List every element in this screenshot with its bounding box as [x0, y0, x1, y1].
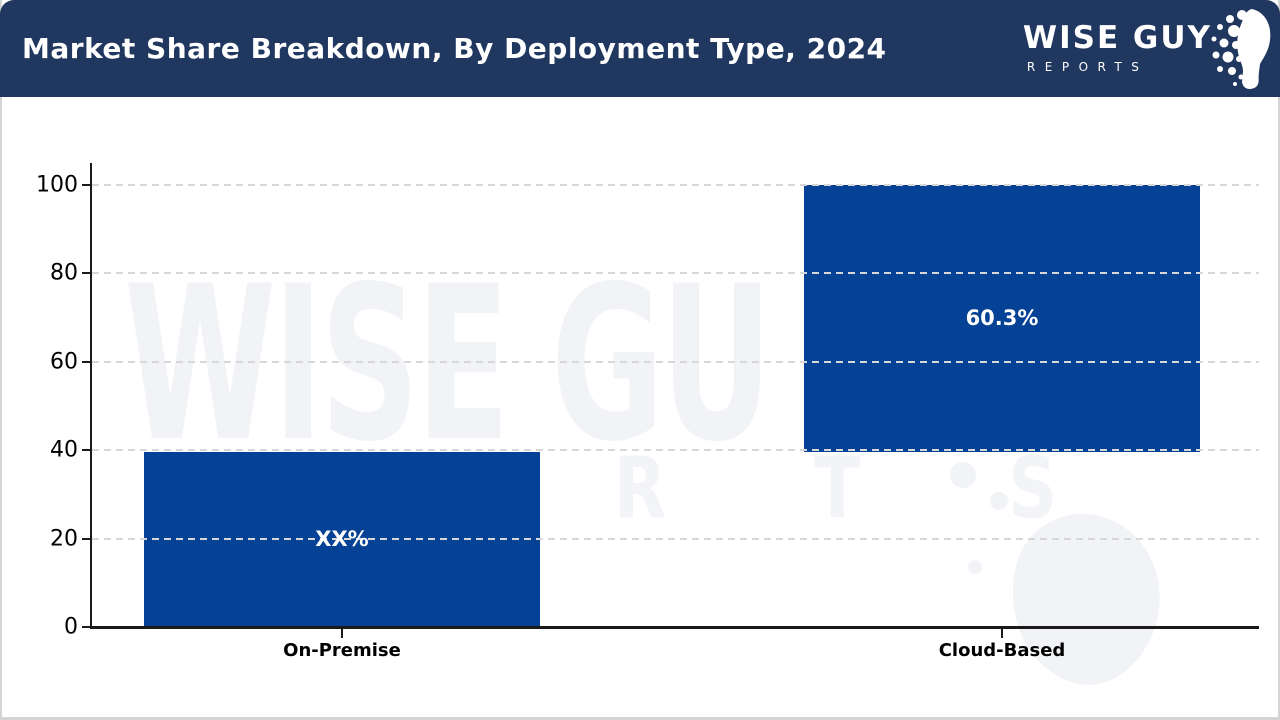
x-category-label-on-premise: On-Premise — [283, 640, 401, 661]
gridline-y-100 — [92, 184, 1259, 187]
y-tick-label: 0 — [64, 614, 78, 640]
brand-subtitle: REPORTS — [1026, 60, 1149, 74]
page-title: Market Share Breakdown, By Deployment Ty… — [22, 32, 887, 65]
x-tick-mark-on-premise — [341, 629, 343, 638]
y-tick-label: 60 — [50, 349, 78, 375]
watermark-dot — [950, 462, 976, 488]
gridline-y-40 — [92, 449, 1259, 452]
gridline-y-80 — [92, 272, 1259, 275]
bar-value-label-cloud-based: 60.3% — [965, 306, 1039, 331]
y-tick-mark-60 — [82, 360, 90, 363]
y-tick-mark-20 — [82, 537, 90, 540]
x-tick-mark-cloud-based — [1001, 629, 1003, 638]
x-axis-line — [90, 626, 1259, 629]
brand-logo: WISE GUY REPORTS — [1023, 7, 1272, 91]
y-tick-mark-0 — [82, 626, 90, 628]
bar-value-label-on-premise: XX% — [315, 527, 369, 552]
y-tick-label: 100 — [36, 172, 78, 198]
brand-name: WISE GUY — [1022, 20, 1212, 56]
y-tick-mark-80 — [82, 272, 90, 275]
x-category-label-cloud-based: Cloud-Based — [938, 640, 1066, 661]
y-tick-label: 20 — [50, 526, 78, 552]
header-bar: Market Share Breakdown, By Deployment Ty… — [0, 0, 1280, 97]
watermark-dot — [990, 492, 1008, 510]
y-axis-line — [90, 163, 92, 627]
y-tick-mark-100 — [82, 184, 90, 187]
y-tick-mark-40 — [82, 449, 90, 452]
head-profile-icon — [1211, 8, 1271, 89]
y-tick-label: 40 — [50, 437, 78, 463]
y-tick-label: 80 — [50, 260, 78, 286]
brand-logo-text: WISE GUY REPORTS — [1022, 20, 1212, 75]
gridline-y-60 — [92, 360, 1259, 363]
gridline-y-20 — [92, 537, 1259, 540]
bar-cloud-based — [804, 185, 1200, 452]
watermark-dot — [968, 560, 982, 574]
